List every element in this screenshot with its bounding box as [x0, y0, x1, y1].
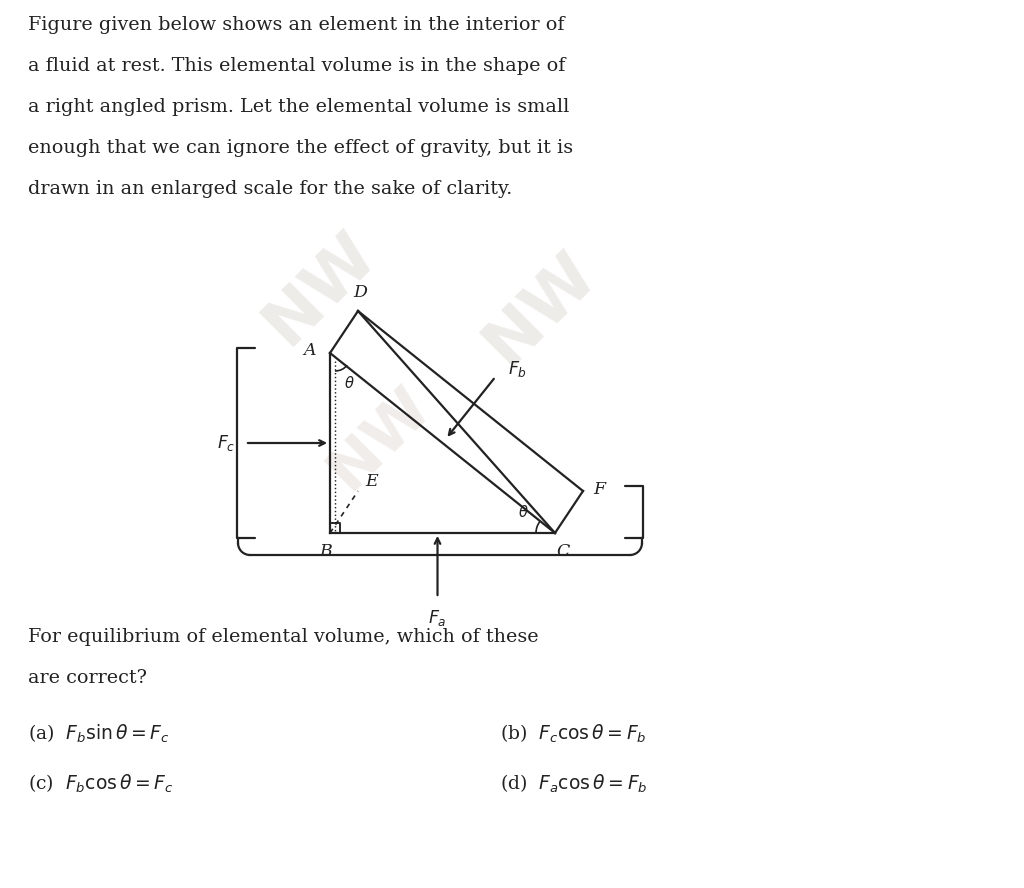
Text: C: C: [556, 543, 569, 560]
Text: $F_b$: $F_b$: [508, 359, 526, 378]
Text: a right angled prism. Let the elemental volume is small: a right angled prism. Let the elemental …: [28, 98, 569, 116]
Text: $\theta$: $\theta$: [518, 504, 528, 520]
Text: E: E: [366, 472, 378, 489]
Text: F: F: [593, 480, 605, 497]
Text: D: D: [353, 284, 367, 301]
Text: (c)  $F_b\cos\theta = F_c$: (c) $F_b\cos\theta = F_c$: [28, 773, 174, 796]
Text: (d)  $F_a\cos\theta = F_b$: (d) $F_a\cos\theta = F_b$: [500, 773, 647, 796]
Text: For equilibrium of elemental volume, which of these: For equilibrium of elemental volume, whi…: [28, 628, 539, 646]
Text: B: B: [319, 543, 333, 560]
Text: are correct?: are correct?: [28, 669, 146, 687]
Text: A: A: [303, 342, 316, 359]
Text: (a)  $F_b\sin\theta = F_c$: (a) $F_b\sin\theta = F_c$: [28, 723, 170, 745]
Text: Figure given below shows an element in the interior of: Figure given below shows an element in t…: [28, 16, 564, 34]
Text: NW: NW: [471, 239, 609, 377]
Text: drawn in an enlarged scale for the sake of clarity.: drawn in an enlarged scale for the sake …: [28, 180, 512, 198]
Text: NW: NW: [317, 376, 442, 501]
Text: NW: NW: [251, 219, 389, 357]
Text: a fluid at rest. This elemental volume is in the shape of: a fluid at rest. This elemental volume i…: [28, 57, 565, 75]
Text: $F_c$: $F_c$: [216, 433, 234, 453]
Text: enough that we can ignore the effect of gravity, but it is: enough that we can ignore the effect of …: [28, 139, 573, 157]
Text: $F_a$: $F_a$: [428, 608, 446, 628]
Text: $\theta$: $\theta$: [344, 375, 354, 391]
Text: (b)  $F_c\cos\theta = F_b$: (b) $F_c\cos\theta = F_b$: [500, 723, 647, 745]
